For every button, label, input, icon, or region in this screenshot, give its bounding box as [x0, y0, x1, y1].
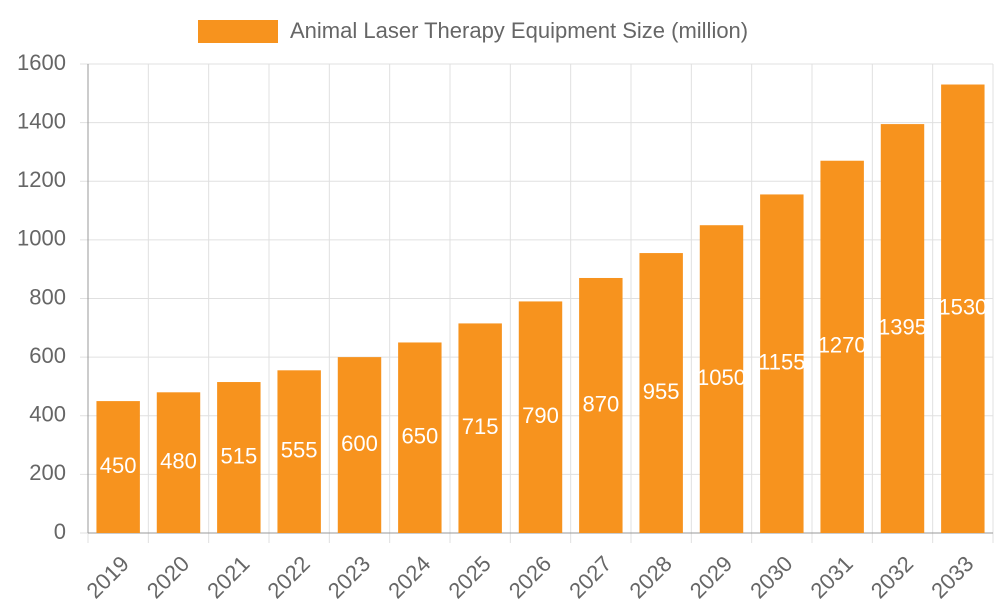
x-tick-label: 2027 — [564, 551, 616, 600]
y-tick-label: 0 — [54, 519, 66, 544]
y-tick-label: 400 — [29, 402, 66, 427]
data-label: 955 — [643, 379, 680, 404]
x-tick-label: 2022 — [263, 551, 315, 600]
y-tick-label: 1000 — [17, 226, 66, 251]
bar — [337, 357, 382, 533]
bar — [760, 194, 804, 534]
legend-swatch — [198, 20, 278, 43]
x-tick-label: 2032 — [866, 551, 918, 600]
bar — [820, 160, 864, 533]
x-tick-label: 2030 — [745, 551, 797, 600]
data-label: 1270 — [818, 333, 867, 358]
x-tick-label: 2029 — [685, 551, 737, 600]
bar — [398, 342, 442, 533]
x-tick-label: 2019 — [82, 551, 134, 600]
bar — [941, 84, 985, 534]
x-tick-label: 2024 — [383, 551, 435, 600]
x-tick-label: 2026 — [504, 551, 556, 600]
bar — [639, 253, 683, 534]
x-tick-label: 2021 — [202, 551, 254, 600]
bar — [458, 323, 502, 533]
y-tick-label: 600 — [29, 343, 66, 368]
data-label: 1050 — [697, 365, 746, 390]
bar — [277, 370, 321, 533]
bar — [518, 301, 563, 533]
data-label: 1395 — [878, 314, 927, 339]
y-tick-label: 200 — [29, 460, 66, 485]
bar — [217, 382, 261, 533]
x-tick-label: 2033 — [926, 551, 978, 600]
data-label: 1530 — [938, 295, 987, 320]
bar — [699, 225, 744, 533]
data-label: 870 — [582, 391, 619, 416]
x-tick-label: 2025 — [444, 551, 496, 600]
data-label: 1155 — [758, 350, 805, 375]
y-tick-label: 1600 — [17, 50, 66, 75]
y-tick-label: 1200 — [17, 167, 66, 192]
x-tick-label: 2020 — [142, 551, 194, 600]
data-label: 790 — [522, 403, 559, 428]
data-label: 715 — [462, 414, 499, 439]
bar — [156, 392, 201, 533]
x-tick-label: 2031 — [806, 551, 858, 600]
data-label: 600 — [341, 431, 378, 456]
bar — [880, 124, 925, 533]
data-label: 555 — [281, 437, 318, 462]
x-tick-label: 2028 — [625, 551, 677, 600]
data-label: 515 — [220, 443, 257, 468]
bar — [96, 401, 140, 533]
x-tick-label: 2023 — [323, 551, 375, 600]
data-label: 450 — [100, 453, 137, 478]
y-tick-label: 800 — [29, 284, 66, 309]
data-label: 480 — [160, 448, 197, 473]
legend-label: Animal Laser Therapy Equipment Size (mil… — [290, 18, 748, 43]
data-label: 650 — [401, 424, 438, 449]
y-tick-label: 1400 — [17, 108, 66, 133]
bar — [579, 277, 623, 533]
